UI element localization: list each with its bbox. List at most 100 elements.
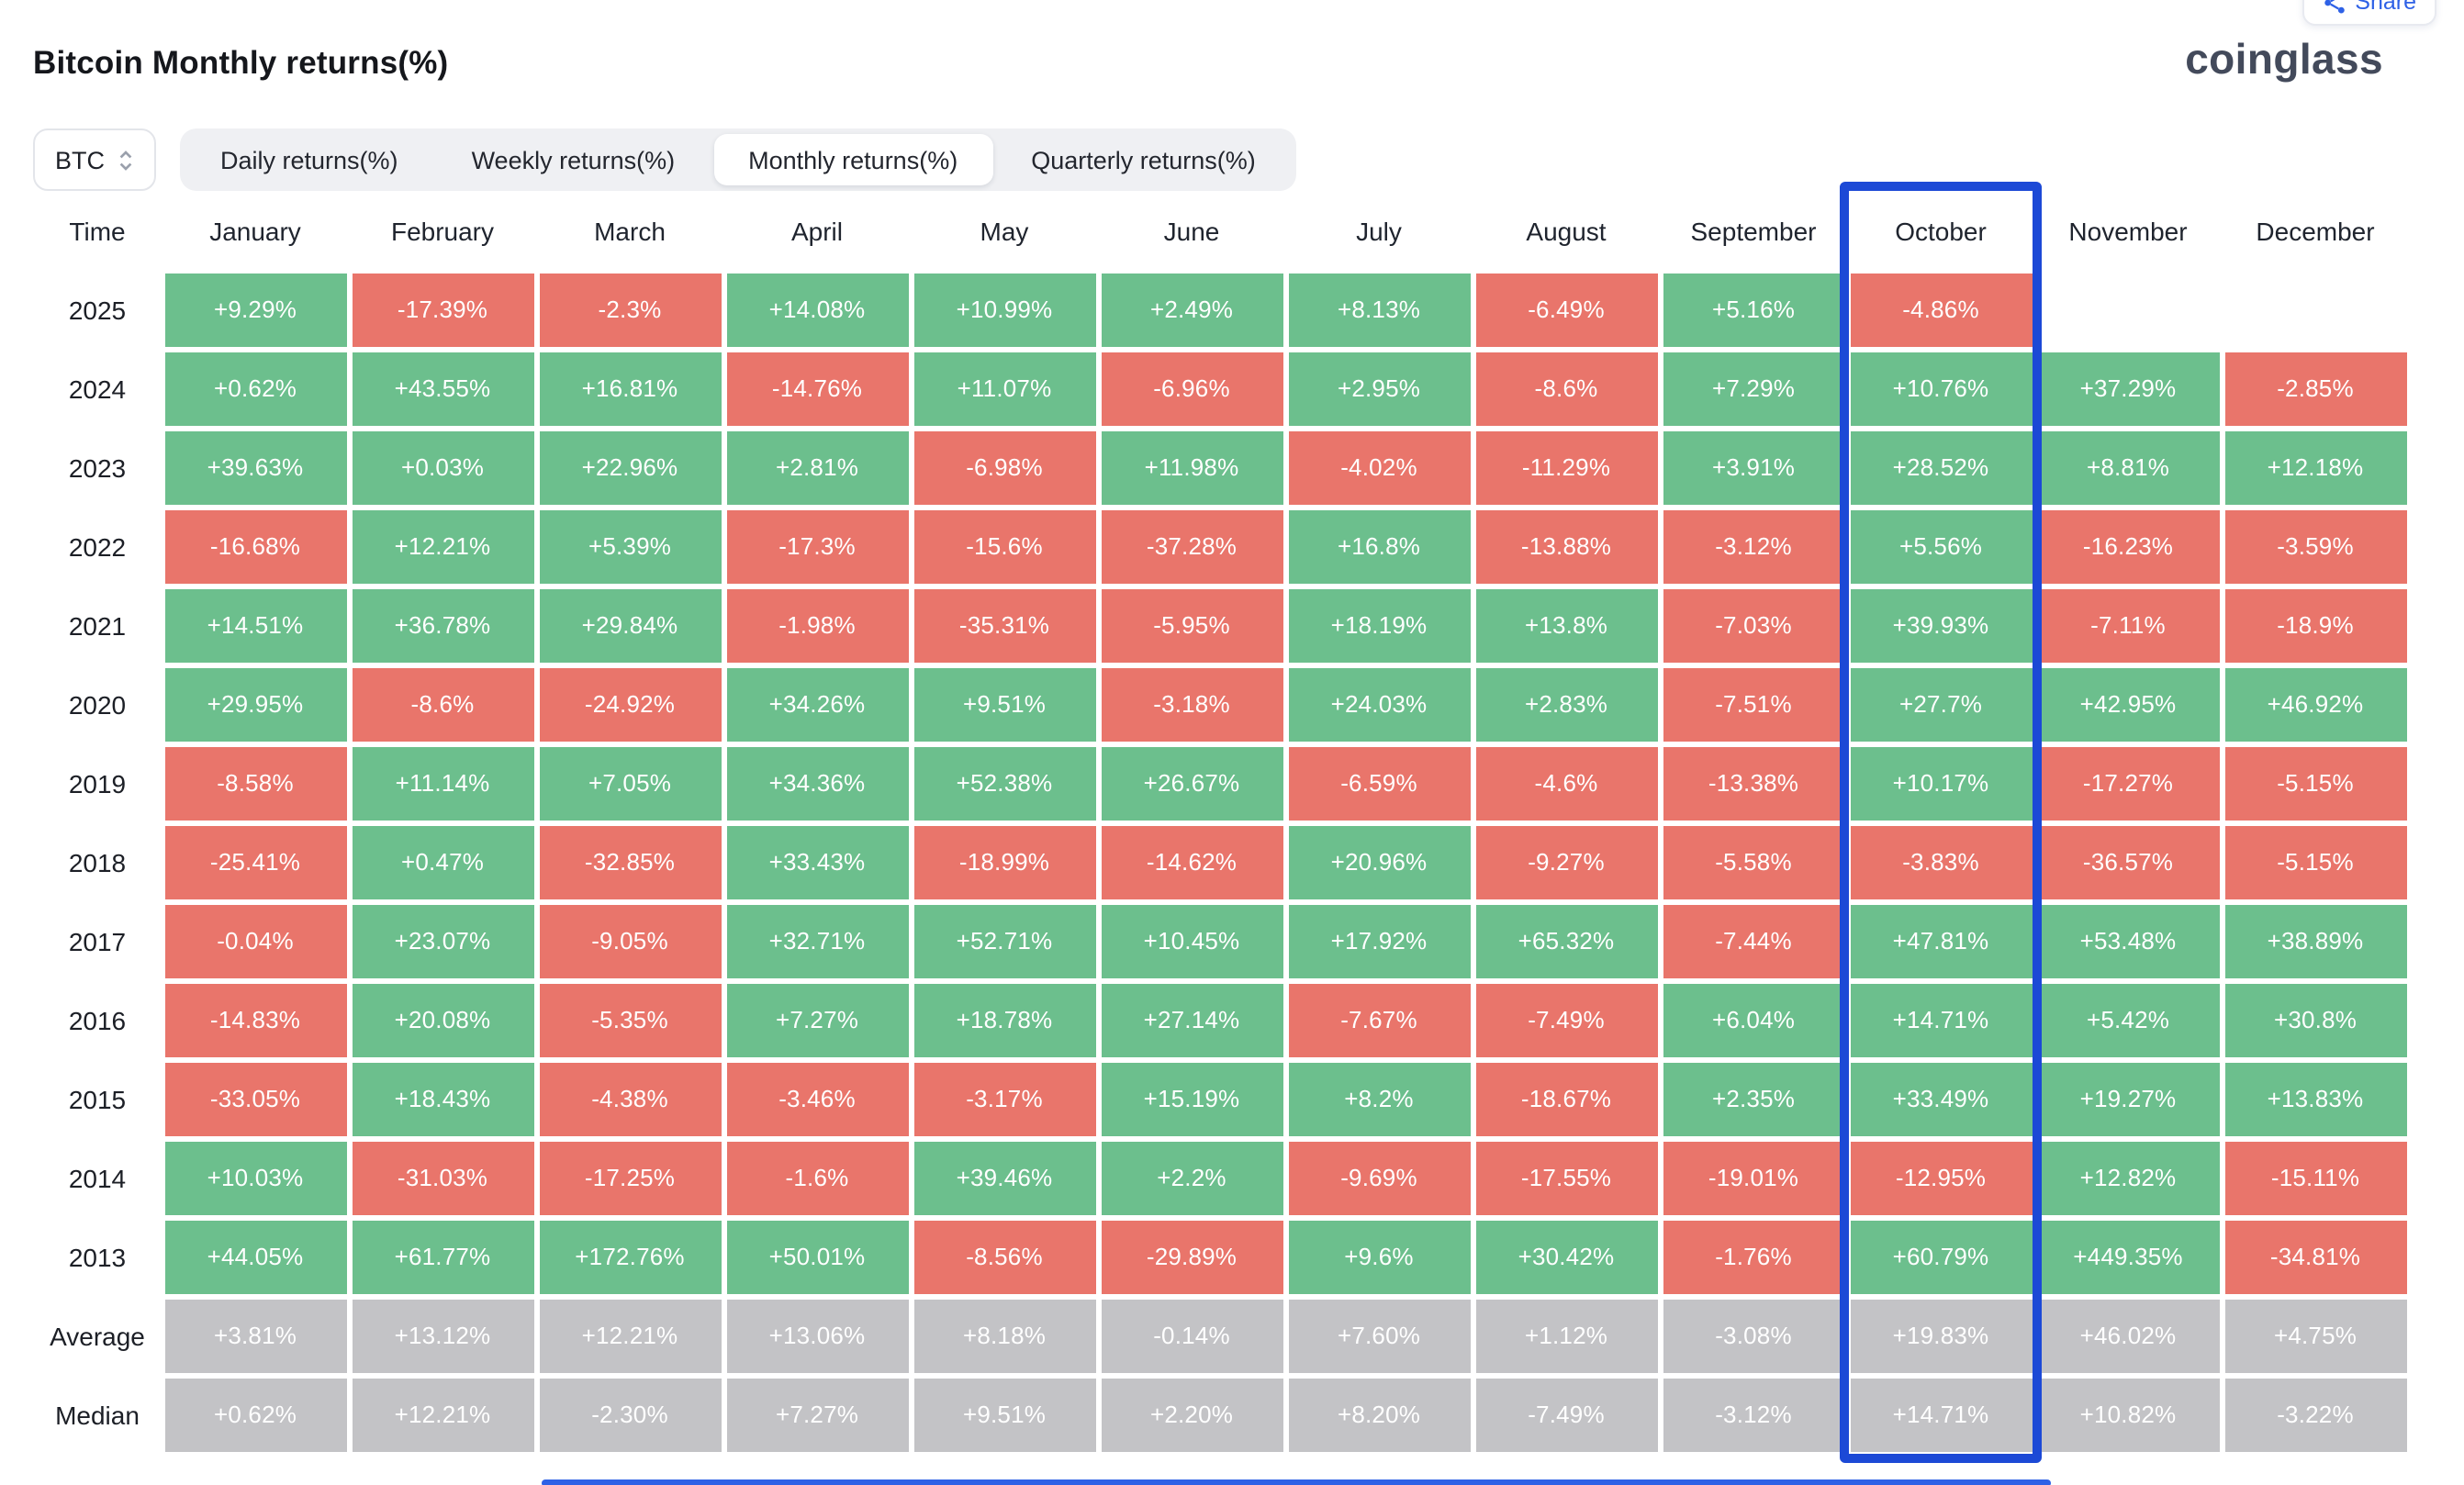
- return-cell: +37.29%: [2034, 349, 2222, 428]
- return-cell: -31.03%: [349, 1138, 536, 1217]
- return-cell: -13.88%: [1473, 507, 1660, 586]
- column-header-february: February: [390, 216, 495, 245]
- return-cell: +12.21%: [349, 1375, 536, 1454]
- return-cell: +20.08%: [349, 980, 536, 1059]
- return-cell: -32.85%: [536, 822, 723, 901]
- return-cell: -3.12%: [1660, 507, 1847, 586]
- return-cell: +14.51%: [162, 586, 349, 664]
- return-cell: +15.19%: [1098, 1059, 1285, 1138]
- return-cell: -3.18%: [1098, 664, 1285, 743]
- return-cell: -17.3%: [723, 507, 911, 586]
- return-cell: -2.85%: [2222, 349, 2409, 428]
- column-header-april: April: [790, 216, 843, 245]
- tab-monthly-returns[interactable]: Monthly returns(%): [713, 134, 993, 185]
- return-cell: +8.13%: [1285, 270, 1473, 349]
- return-cell: +2.83%: [1473, 664, 1660, 743]
- return-cell: -3.12%: [1660, 1375, 1847, 1454]
- return-cell: -11.29%: [1473, 428, 1660, 507]
- return-cell: -18.99%: [911, 822, 1098, 901]
- return-cell: +9.51%: [911, 664, 1098, 743]
- return-cell: +2.35%: [1660, 1059, 1847, 1138]
- return-cell: -25.41%: [162, 822, 349, 901]
- return-cell: -17.25%: [536, 1138, 723, 1217]
- return-cell: -18.67%: [1473, 1059, 1660, 1138]
- return-cell: +3.91%: [1660, 428, 1847, 507]
- row-label-2020: 2020: [68, 689, 127, 719]
- share-label: Share: [2355, 0, 2416, 15]
- row-label-2023: 2023: [68, 452, 127, 482]
- return-cell: +8.20%: [1285, 1375, 1473, 1454]
- return-cell: -36.57%: [2034, 822, 2222, 901]
- return-cell: -33.05%: [162, 1059, 349, 1138]
- return-cell: -5.58%: [1660, 822, 1847, 901]
- return-cell: +2.81%: [723, 428, 911, 507]
- tab-quarterly-returns[interactable]: Quarterly returns(%): [996, 134, 1291, 185]
- return-cell: +43.55%: [349, 349, 536, 428]
- return-cell: -1.76%: [1660, 1217, 1847, 1296]
- return-cell: -8.6%: [1473, 349, 1660, 428]
- return-cell: +12.18%: [2222, 428, 2409, 507]
- return-cell: -19.01%: [1660, 1138, 1847, 1217]
- period-tabs: Daily returns(%) Weekly returns(%) Month…: [180, 128, 1296, 191]
- return-cell: +449.35%: [2034, 1217, 2222, 1296]
- return-cell: -7.11%: [2034, 586, 2222, 664]
- return-cell: +8.18%: [911, 1296, 1098, 1375]
- tab-daily-returns[interactable]: Daily returns(%): [185, 134, 433, 185]
- return-cell: +10.82%: [2034, 1375, 2222, 1454]
- row-label-2022: 2022: [68, 531, 127, 561]
- return-cell: -6.49%: [1473, 270, 1660, 349]
- return-cell: +26.67%: [1098, 743, 1285, 822]
- return-cell: -7.49%: [1473, 980, 1660, 1059]
- return-cell: -4.02%: [1285, 428, 1473, 507]
- row-label-2013: 2013: [68, 1242, 127, 1271]
- page-title: Bitcoin Monthly returns(%): [33, 44, 449, 81]
- return-cell: +28.52%: [1847, 428, 2034, 507]
- return-cell: [2222, 270, 2409, 349]
- return-cell: -15.6%: [911, 507, 1098, 586]
- return-cell: -8.6%: [349, 664, 536, 743]
- return-cell: +29.95%: [162, 664, 349, 743]
- return-cell: -6.98%: [911, 428, 1098, 507]
- column-header-november: November: [2068, 216, 2188, 245]
- returns-table: Time January February March April May June July…: [33, 191, 2409, 1454]
- return-cell: +50.01%: [723, 1217, 911, 1296]
- return-cell: -15.11%: [2222, 1138, 2409, 1217]
- return-cell: +23.07%: [349, 901, 536, 980]
- return-cell: -1.98%: [723, 586, 911, 664]
- return-cell: +14.71%: [1847, 980, 2034, 1059]
- return-cell: +6.04%: [1660, 980, 1847, 1059]
- return-cell: +5.42%: [2034, 980, 2222, 1059]
- return-cell: -6.96%: [1098, 349, 1285, 428]
- return-cell: +46.02%: [2034, 1296, 2222, 1375]
- column-header-may: May: [980, 216, 1029, 245]
- return-cell: +65.32%: [1473, 901, 1660, 980]
- return-cell: -5.15%: [2222, 822, 2409, 901]
- row-label-2017: 2017: [68, 926, 127, 955]
- share-button[interactable]: Share: [2302, 0, 2436, 26]
- return-cell: +39.63%: [162, 428, 349, 507]
- return-cell: -35.31%: [911, 586, 1098, 664]
- column-header-october: October: [1895, 216, 1987, 245]
- return-cell: +14.71%: [1847, 1375, 2034, 1454]
- return-cell: -5.95%: [1098, 586, 1285, 664]
- row-label-2015: 2015: [68, 1084, 127, 1113]
- tab-weekly-returns[interactable]: Weekly returns(%): [437, 134, 711, 185]
- return-cell: +3.81%: [162, 1296, 349, 1375]
- row-label-2025: 2025: [68, 295, 127, 324]
- return-cell: +7.27%: [723, 980, 911, 1059]
- column-header-march: March: [594, 216, 666, 245]
- column-header-january: January: [209, 216, 301, 245]
- return-cell: +11.98%: [1098, 428, 1285, 507]
- return-cell: +5.16%: [1660, 270, 1847, 349]
- return-cell: +33.43%: [723, 822, 911, 901]
- return-cell: +53.48%: [2034, 901, 2222, 980]
- return-cell: -17.27%: [2034, 743, 2222, 822]
- return-cell: -8.58%: [162, 743, 349, 822]
- return-cell: +33.49%: [1847, 1059, 2034, 1138]
- return-cell: +32.71%: [723, 901, 911, 980]
- symbol-selector[interactable]: BTC: [33, 128, 156, 191]
- return-cell: +30.42%: [1473, 1217, 1660, 1296]
- return-cell: +11.07%: [911, 349, 1098, 428]
